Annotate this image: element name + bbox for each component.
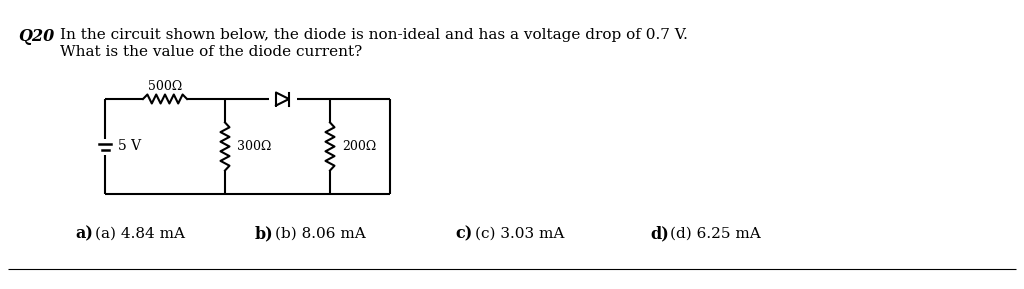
Text: 300Ω: 300Ω	[237, 140, 271, 153]
Text: What is the value of the diode current?: What is the value of the diode current?	[60, 45, 362, 59]
Text: a): a)	[75, 225, 93, 242]
Text: Q20: Q20	[18, 28, 54, 45]
Text: 5 V: 5 V	[118, 140, 141, 153]
Text: d): d)	[650, 225, 669, 242]
Text: 200Ω: 200Ω	[342, 140, 376, 153]
Text: (c) 3.03 mA: (c) 3.03 mA	[475, 227, 564, 241]
Text: c): c)	[455, 225, 472, 242]
Text: b): b)	[255, 225, 273, 242]
Text: (a) 4.84 mA: (a) 4.84 mA	[95, 227, 185, 241]
Text: 500Ω: 500Ω	[147, 80, 182, 93]
Text: In the circuit shown below, the diode is non-ideal and has a voltage drop of 0.7: In the circuit shown below, the diode is…	[60, 28, 688, 42]
Text: (b) 8.06 mA: (b) 8.06 mA	[275, 227, 366, 241]
Text: (d) 6.25 mA: (d) 6.25 mA	[670, 227, 761, 241]
